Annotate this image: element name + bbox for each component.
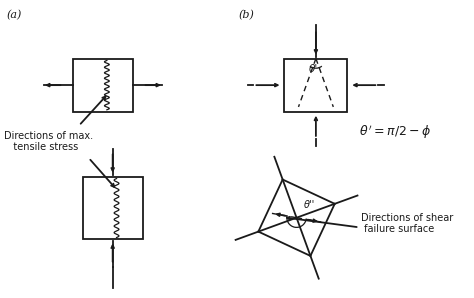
Bar [73, 58, 133, 112]
Text: θ'': θ'' [304, 200, 316, 210]
Text: Directions of shear
 failure surface: Directions of shear failure surface [361, 213, 454, 234]
Bar [82, 177, 143, 240]
Text: θ': θ' [309, 64, 318, 74]
Text: $\theta\,' = \pi/2 - \phi$: $\theta\,' = \pi/2 - \phi$ [359, 124, 432, 141]
Text: (b): (b) [238, 10, 255, 20]
Text: (a): (a) [6, 10, 22, 20]
Text: Directions of max.
   tensile stress: Directions of max. tensile stress [4, 131, 93, 152]
Bar [284, 58, 347, 112]
